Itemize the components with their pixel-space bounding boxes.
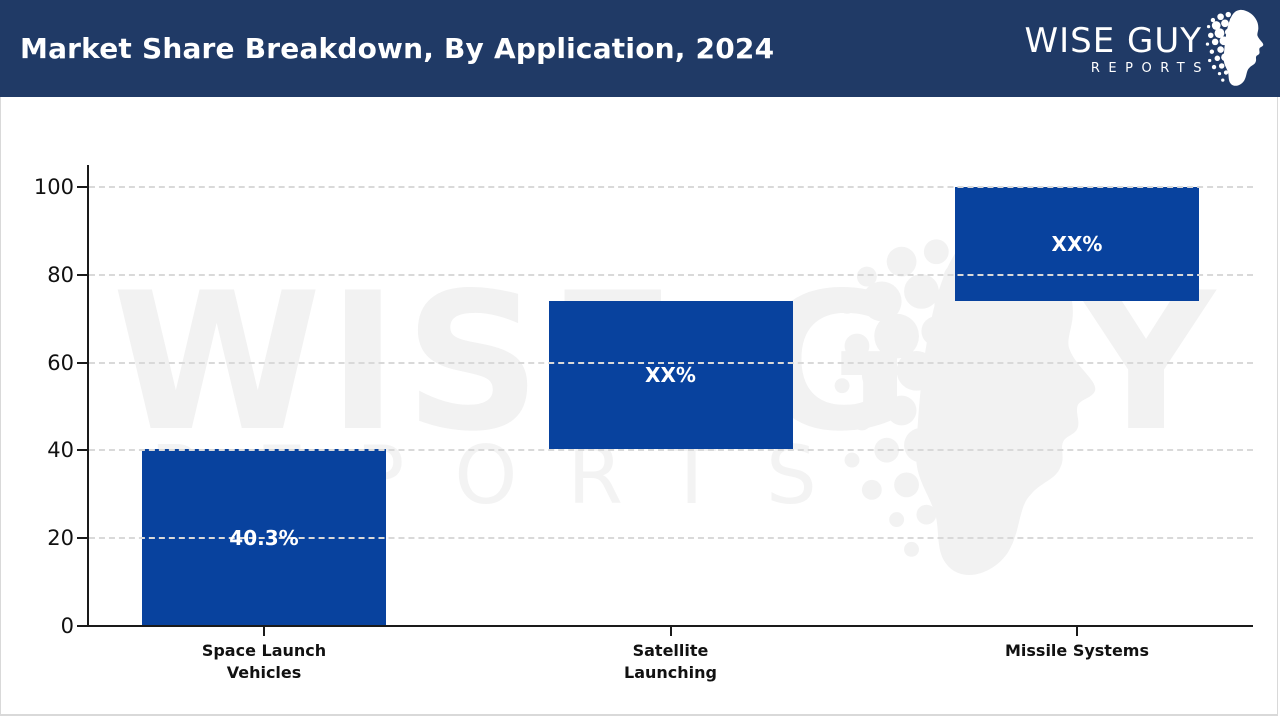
y-tick-mark-80 (77, 273, 87, 276)
gridline-100 (89, 186, 1253, 188)
gridline-40 (89, 449, 1253, 452)
x-category-label-2: Missile Systems (1004, 641, 1149, 660)
gridline-60 (89, 361, 1253, 364)
gridline-20 (89, 537, 1253, 540)
bar-value-label-2: XX% (1051, 232, 1103, 257)
logo-text: WISE GUY REPORTS (1024, 24, 1202, 75)
x-category-label-1: Satellite Launching (624, 641, 717, 682)
y-tick-label-0: 0 (60, 614, 74, 638)
y-axis-line (87, 165, 89, 627)
logo-wordmark: WISE GUY (1024, 20, 1202, 61)
page-title: Market Share Breakdown, By Application, … (20, 32, 775, 65)
x-tick-mark-1 (669, 627, 672, 636)
y-tick-mark-100 (77, 186, 87, 188)
frame-border-left (0, 97, 1, 716)
frame-border-bottom (0, 714, 1278, 716)
logo-sub-wordmark: REPORTS (1090, 60, 1210, 76)
y-tick-mark-0 (77, 625, 87, 627)
bar-value-label-1: XX% (645, 363, 696, 388)
y-tick-label-20: 20 (47, 526, 74, 551)
y-tick-label-60: 60 (47, 350, 74, 375)
logo-face-icon (1205, 9, 1264, 86)
frame-border-right (1277, 97, 1278, 716)
y-tick-mark-60 (77, 361, 87, 364)
wise-guy-logo: WISE GUY REPORTS (1024, 8, 1270, 90)
y-tick-mark-40 (77, 449, 87, 452)
header-bar: Market Share Breakdown, By Application, … (0, 0, 1280, 97)
y-tick-label-80: 80 (47, 262, 74, 287)
gridline-80 (89, 273, 1253, 276)
x-tick-mark-0 (263, 627, 265, 636)
y-tick-label-100: 100 (33, 175, 74, 199)
bar-2 (955, 187, 1199, 302)
bar-value-label-0: 40.3% (229, 525, 299, 550)
y-tick-mark-20 (77, 537, 87, 540)
y-tick-label-40: 40 (47, 438, 74, 463)
x-axis-line (87, 625, 1253, 627)
x-category-label-0: Space Launch Vehicles (201, 641, 327, 682)
bar-1 (548, 301, 793, 450)
x-tick-mark-2 (1076, 627, 1078, 636)
